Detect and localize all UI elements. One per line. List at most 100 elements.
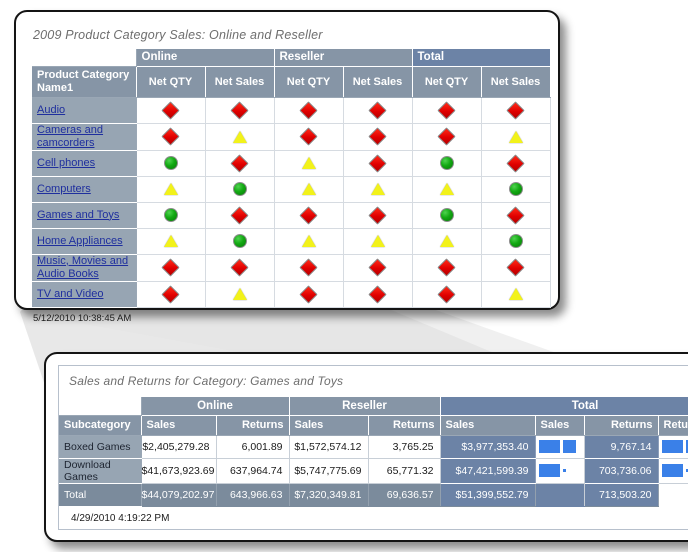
circle-indicator-icon	[508, 182, 523, 196]
diamond-indicator-icon	[368, 284, 387, 304]
indicator-cell	[136, 97, 206, 124]
product-category-rows: Audio Cameras and camcorders Cell phones Co…	[32, 97, 551, 308]
triangle-indicator-icon	[301, 183, 316, 196]
column-header-subcategory: Subcategory	[59, 415, 142, 436]
indicator-cell	[136, 150, 206, 177]
table-total-row: Total $44,079,202.97 643,966.63 $7,320,349.…	[59, 483, 688, 507]
diamond-indicator-icon	[437, 127, 456, 146]
spark-bar	[538, 440, 560, 453]
category-link[interactable]: Music, Movies and Audio Books	[37, 254, 129, 280]
indicator-cell	[481, 254, 551, 282]
indicator-cell	[205, 123, 275, 151]
diamond-indicator-icon	[368, 258, 387, 277]
online-sales-cell: $2,405,279.28	[141, 435, 217, 459]
triangle-indicator-icon	[163, 235, 178, 248]
table-row: Games and Toys	[32, 202, 551, 229]
diamond-indicator-icon	[506, 205, 525, 225]
category-name-cell: Games and Toys	[32, 202, 137, 229]
indicator-cell	[412, 254, 482, 282]
bottom-group-header-online: Online	[141, 397, 290, 416]
indicator-cell	[136, 202, 206, 229]
indicator-cell	[136, 254, 206, 282]
circle-indicator-icon	[232, 182, 247, 196]
indicator-cell	[274, 228, 344, 255]
total-sales-sparkline	[535, 458, 585, 484]
triangle-indicator-icon	[301, 235, 316, 248]
category-name-cell: Computers	[32, 176, 137, 203]
grand-total-sales-cell: $51,399,552.79	[440, 483, 536, 507]
diamond-indicator-icon	[368, 205, 387, 225]
category-name-cell: TV and Video	[32, 281, 137, 308]
category-link[interactable]: TV and Video	[37, 287, 104, 300]
indicator-cell	[412, 123, 482, 151]
triangle-indicator-icon	[439, 235, 454, 248]
diamond-indicator-icon	[368, 127, 387, 146]
indicator-cell	[481, 150, 551, 177]
indicator-cell	[205, 176, 275, 203]
circle-indicator-icon	[163, 208, 178, 222]
indicator-cell	[343, 254, 413, 282]
bottom-group-header-total: Total	[440, 397, 688, 416]
column-header-total-netqty: Net QTY	[412, 66, 482, 98]
diamond-indicator-icon	[299, 205, 318, 225]
category-link[interactable]: Home Appliances	[37, 234, 123, 247]
indicator-cell	[412, 202, 482, 229]
column-header-online-netqty: Net QTY	[136, 66, 206, 98]
indicator-cell	[205, 281, 275, 308]
indicator-cell	[343, 176, 413, 203]
total-label-cell: Total	[59, 483, 142, 507]
indicator-cell	[412, 150, 482, 177]
grand-total-returns-cell: 713,503.20	[584, 483, 659, 507]
diamond-indicator-icon	[437, 100, 456, 120]
indicator-cell	[136, 123, 206, 151]
subcategory-cell: Download Games	[59, 458, 142, 484]
subcategory-cell: Boxed Games	[59, 435, 142, 459]
column-header-reseller-netqty: Net QTY	[274, 66, 344, 98]
total-online-returns-cell: 643,966.63	[216, 483, 290, 507]
total-returns-sparkline	[658, 435, 688, 459]
column-header-online-netsales: Net Sales	[205, 66, 275, 98]
category-link[interactable]: Cell phones	[37, 156, 96, 169]
column-header-reseller-returns: Returns	[368, 415, 441, 436]
group-header-row: Online Reseller Total	[32, 49, 551, 67]
column-header-online-returns: Returns	[216, 415, 290, 436]
indicator-cell	[205, 202, 275, 229]
circle-indicator-icon	[439, 208, 454, 222]
circle-indicator-icon	[163, 156, 178, 170]
bottom-report-timestamp: 4/29/2010 4:19:22 PM	[71, 512, 170, 524]
diamond-indicator-icon	[161, 127, 180, 146]
column-header-reseller-netsales: Net Sales	[343, 66, 413, 98]
spark-bar	[661, 464, 683, 477]
indicator-cell	[136, 228, 206, 255]
category-name-cell: Cell phones	[32, 150, 137, 177]
indicator-cell	[481, 228, 551, 255]
spark-bar	[661, 440, 683, 453]
table-row: Music, Movies and Audio Books	[32, 254, 551, 282]
category-link[interactable]: Cameras and camcorders	[37, 123, 104, 149]
indicator-cell	[136, 281, 206, 308]
category-link[interactable]: Games and Toys	[37, 208, 120, 221]
top-report-body: 2009 Product Category Sales: Online and …	[25, 22, 551, 324]
indicator-cell	[481, 123, 551, 151]
total-returns-sparkline-empty	[658, 483, 688, 507]
triangle-indicator-icon	[370, 183, 385, 196]
table-row: Computers	[32, 176, 551, 203]
indicator-cell	[343, 281, 413, 308]
sales-returns-rows: Boxed Games $2,405,279.28 6,001.89 $1,572,5…	[59, 435, 688, 507]
category-link[interactable]: Audio	[37, 103, 66, 116]
spark-bar	[562, 469, 566, 472]
indicator-cell	[343, 202, 413, 229]
sales-returns-matrix: Online Reseller Total Subcategory Sales …	[59, 397, 688, 507]
table-row: Cell phones	[32, 150, 551, 177]
table-row: Audio	[32, 97, 551, 124]
category-link[interactable]: Computers	[37, 182, 91, 195]
indicator-cell	[481, 97, 551, 124]
spark-bar	[685, 440, 688, 453]
top-report-panel: 2009 Product Category Sales: Online and …	[14, 10, 560, 324]
diamond-indicator-icon	[506, 258, 525, 277]
indicator-cell	[343, 228, 413, 255]
column-header-online-sales: Sales	[141, 415, 217, 436]
triangle-indicator-icon	[439, 183, 454, 196]
diamond-indicator-icon	[161, 100, 180, 120]
